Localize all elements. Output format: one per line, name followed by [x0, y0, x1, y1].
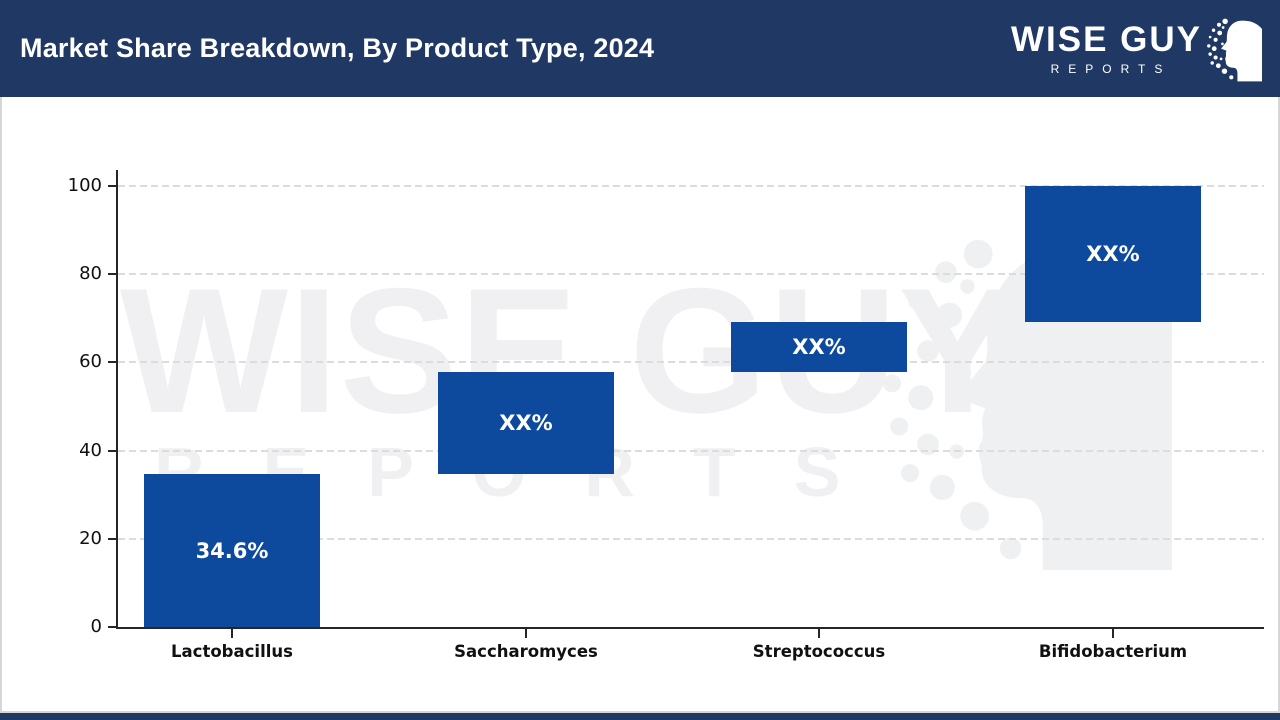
bar-value-label: XX%: [499, 411, 553, 436]
header-bar: Market Share Breakdown, By Product Type,…: [0, 0, 1280, 97]
category-label-streptococcus: Streptococcus: [752, 642, 886, 661]
gridline-80: [118, 273, 1264, 276]
chart-canvas: WISE GUY REPORTS 02040608010034.6%Lactob…: [0, 97, 1280, 713]
y-tick-label-20: 20: [79, 527, 102, 549]
y-tick-label-0: 0: [90, 616, 102, 637]
bar-bifidobacterium: XX%: [1025, 186, 1201, 322]
brand-face-icon: [1207, 18, 1262, 81]
bar-saccharomyces: XX%: [438, 372, 614, 475]
y-tick-label-60: 60: [79, 351, 102, 373]
y-axis: [116, 170, 118, 629]
y-tick-40: [108, 449, 116, 452]
y-tick-label-40: 40: [79, 439, 102, 461]
y-tick-20: [108, 537, 116, 540]
x-tick-saccharomyces: [525, 629, 527, 638]
category-label-bifidobacterium: Bifidobacterium: [1038, 642, 1188, 661]
brand-name: WISE GUY: [1010, 19, 1202, 59]
watermark-face-icon: [883, 239, 1172, 570]
gridline-100: [118, 185, 1264, 187]
bar-streptococcus: XX%: [731, 321, 907, 373]
y-tick-0: [108, 626, 116, 628]
y-tick-80: [108, 273, 116, 276]
x-tick-streptococcus: [818, 629, 820, 638]
bar-value-label: XX%: [792, 334, 846, 359]
gridline-20: [118, 537, 1264, 540]
plot-area: 0 20 40 60 80 100 34.6% Lactobacillus XX% Sacchar…: [2, 97, 1278, 711]
brand-logo-text: WISE GUY REPORTS: [1011, 22, 1202, 76]
gridline-40: [118, 449, 1264, 452]
brand-logo: WISE GUY REPORTS: [1011, 8, 1262, 90]
x-tick-bifidobacterium: [1112, 629, 1114, 638]
bar-lactobacillus: 34.6%: [144, 474, 320, 627]
y-tick-label-80: 80: [79, 263, 102, 285]
brand-subname: REPORTS: [1050, 61, 1172, 76]
y-tick-60: [108, 361, 116, 364]
gridline-60: [118, 361, 1264, 364]
bar-value-label: XX%: [1086, 241, 1140, 266]
x-tick-lactobacillus: [231, 629, 233, 638]
y-tick-100: [108, 185, 116, 187]
x-axis: [116, 627, 1264, 629]
category-label-saccharomyces: Saccharomyces: [454, 642, 598, 661]
page-title: Market Share Breakdown, By Product Type,…: [20, 33, 655, 63]
footer-bar: [0, 713, 1280, 720]
category-label-lactobacillus: Lactobacillus: [171, 642, 293, 661]
bar-value-label: 34.6%: [195, 538, 269, 563]
y-tick-label-100: 100: [67, 175, 102, 196]
